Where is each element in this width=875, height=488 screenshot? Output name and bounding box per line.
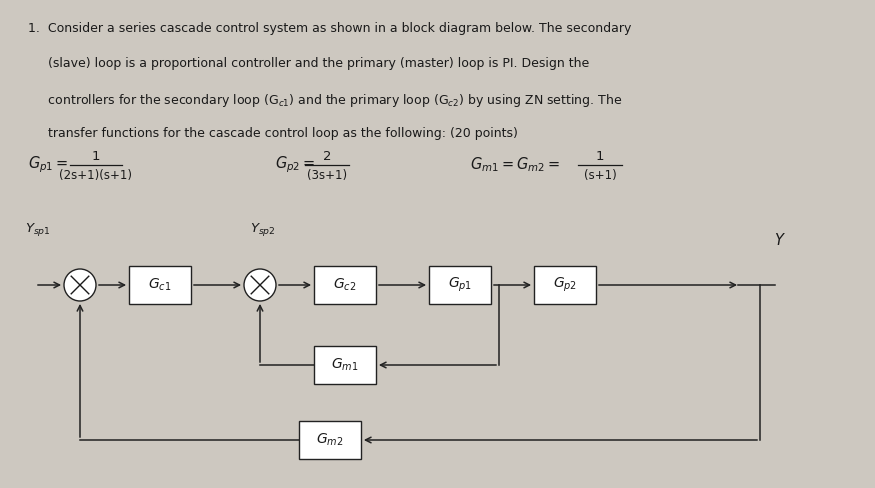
Text: $G_{c1}$: $G_{c1}$: [149, 277, 172, 293]
Text: 1: 1: [92, 149, 101, 163]
Text: $G_{p2}=$: $G_{p2}=$: [275, 155, 315, 175]
Text: $G_{p1}$: $G_{p1}$: [448, 276, 472, 294]
Text: 2: 2: [323, 149, 332, 163]
Text: $Y_{sp1}$: $Y_{sp1}$: [25, 222, 51, 239]
Text: $Y$: $Y$: [774, 232, 786, 248]
FancyBboxPatch shape: [129, 266, 191, 304]
Text: (2s+1)(s+1): (2s+1)(s+1): [60, 169, 132, 183]
FancyBboxPatch shape: [429, 266, 491, 304]
FancyBboxPatch shape: [299, 421, 361, 459]
Circle shape: [64, 269, 96, 301]
Text: $G_{p1}=$: $G_{p1}=$: [28, 155, 68, 175]
Text: (3s+1): (3s+1): [307, 169, 347, 183]
Text: 1.  Consider a series cascade control system as shown in a block diagram below. : 1. Consider a series cascade control sys…: [28, 22, 632, 35]
Text: 1: 1: [596, 149, 605, 163]
Text: controllers for the secondary loop (G$_{c1}$) and the primary loop (G$_{c2}$) by: controllers for the secondary loop (G$_{…: [28, 92, 622, 109]
FancyBboxPatch shape: [534, 266, 596, 304]
Text: $G_{m1}=G_{m2}=$: $G_{m1}=G_{m2}=$: [470, 156, 560, 174]
Text: $G_{c2}$: $G_{c2}$: [333, 277, 357, 293]
Text: $G_{p2}$: $G_{p2}$: [553, 276, 578, 294]
FancyBboxPatch shape: [314, 346, 376, 384]
Text: (s+1): (s+1): [584, 169, 616, 183]
FancyBboxPatch shape: [314, 266, 376, 304]
Circle shape: [244, 269, 276, 301]
Text: transfer functions for the cascade control loop as the following: (20 points): transfer functions for the cascade contr…: [28, 127, 518, 140]
Text: $Y_{sp2}$: $Y_{sp2}$: [250, 222, 276, 239]
Text: $G_{m1}$: $G_{m1}$: [332, 357, 359, 373]
Text: $G_{m2}$: $G_{m2}$: [316, 432, 344, 448]
Text: (slave) loop is a proportional controller and the primary (master) loop is PI. D: (slave) loop is a proportional controlle…: [28, 57, 589, 70]
